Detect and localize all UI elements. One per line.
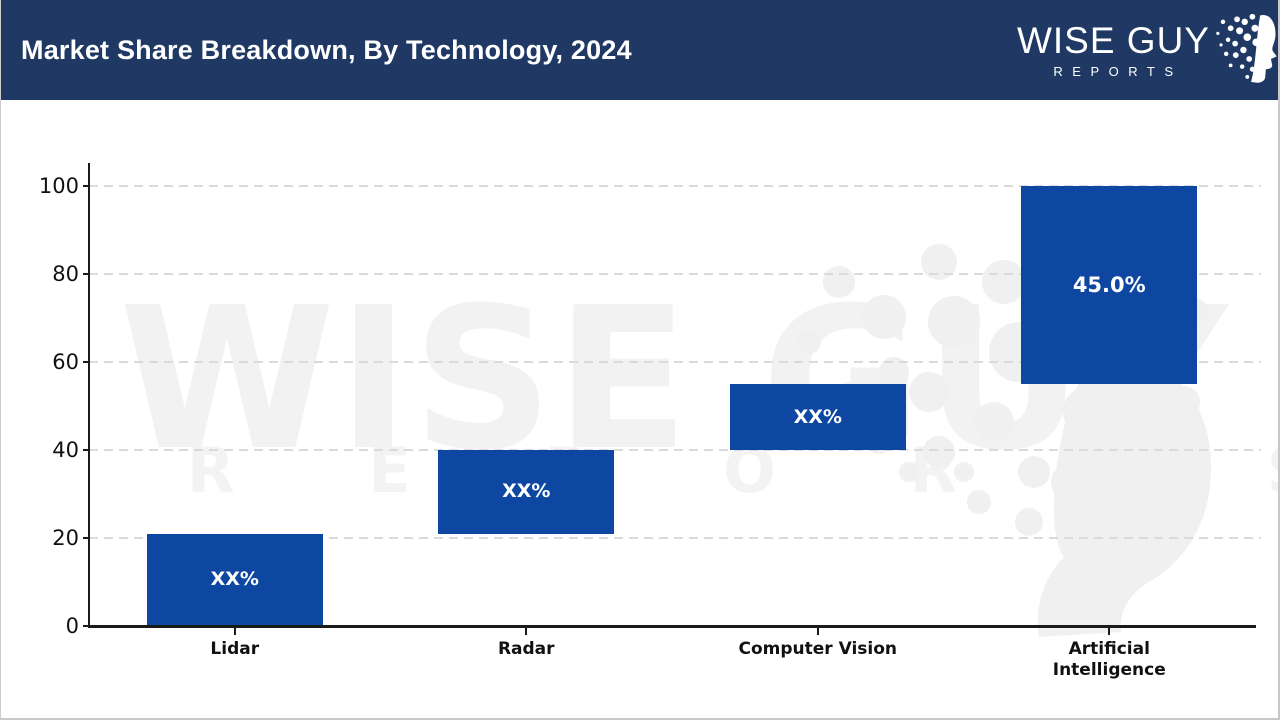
x-tick-2	[816, 628, 819, 635]
bar-lidar	[146, 533, 323, 626]
y-tick-80	[83, 273, 89, 275]
bar-value-label: 45.0%	[1072, 272, 1146, 297]
y-tick-label-80: 80	[52, 262, 79, 286]
x-category-label: Radar	[497, 639, 555, 659]
gridline-100	[89, 185, 1261, 187]
gridline-20	[89, 537, 1261, 539]
y-tick-0	[83, 625, 89, 627]
x-category-label: Artificial Intelligence	[1052, 639, 1166, 681]
bar-artificial-intelligence	[1021, 186, 1198, 384]
logo-wordmark: WISE GUY	[1016, 20, 1210, 61]
x-tick-0	[233, 628, 236, 635]
bar-value-label: XX%	[793, 405, 842, 428]
bar-value-label: XX%	[502, 480, 551, 503]
bar-value-label: XX%	[210, 568, 259, 591]
bar-computer-vision	[729, 384, 906, 450]
x-axis-line	[88, 625, 1256, 628]
x-category-label: Computer Vision	[738, 639, 897, 659]
header-band: Market Share Breakdown, By Technology, 2…	[1, 0, 1278, 100]
gridline-80	[89, 273, 1261, 275]
bar-radar	[438, 450, 615, 534]
gridline-60	[89, 361, 1261, 363]
gridline-40	[89, 449, 1261, 451]
y-tick-40	[83, 449, 89, 451]
y-tick-100	[83, 185, 89, 187]
y-tick-label-60: 60	[52, 350, 79, 374]
logo-text: WISE GUY REPORTS	[1017, 22, 1210, 78]
x-tick-1	[525, 628, 528, 635]
y-tick-20	[83, 537, 89, 539]
logo-head-profile-icon	[1216, 13, 1277, 83]
wise-guy-reports-logo: WISE GUY REPORTS	[1017, 2, 1278, 98]
logo-subtitle: REPORTS	[1053, 64, 1183, 79]
y-tick-label-0: 0	[65, 614, 79, 638]
y-tick-label-20: 20	[52, 526, 79, 550]
x-category-label: Lidar	[210, 639, 260, 659]
y-axis-line	[88, 163, 90, 627]
y-tick-60	[83, 361, 89, 363]
y-tick-label-100: 100	[38, 174, 79, 198]
y-tick-label-40: 40	[52, 438, 79, 462]
x-tick-3	[1108, 628, 1111, 635]
page-title: Market Share Breakdown, By Technology, 2…	[21, 34, 632, 65]
